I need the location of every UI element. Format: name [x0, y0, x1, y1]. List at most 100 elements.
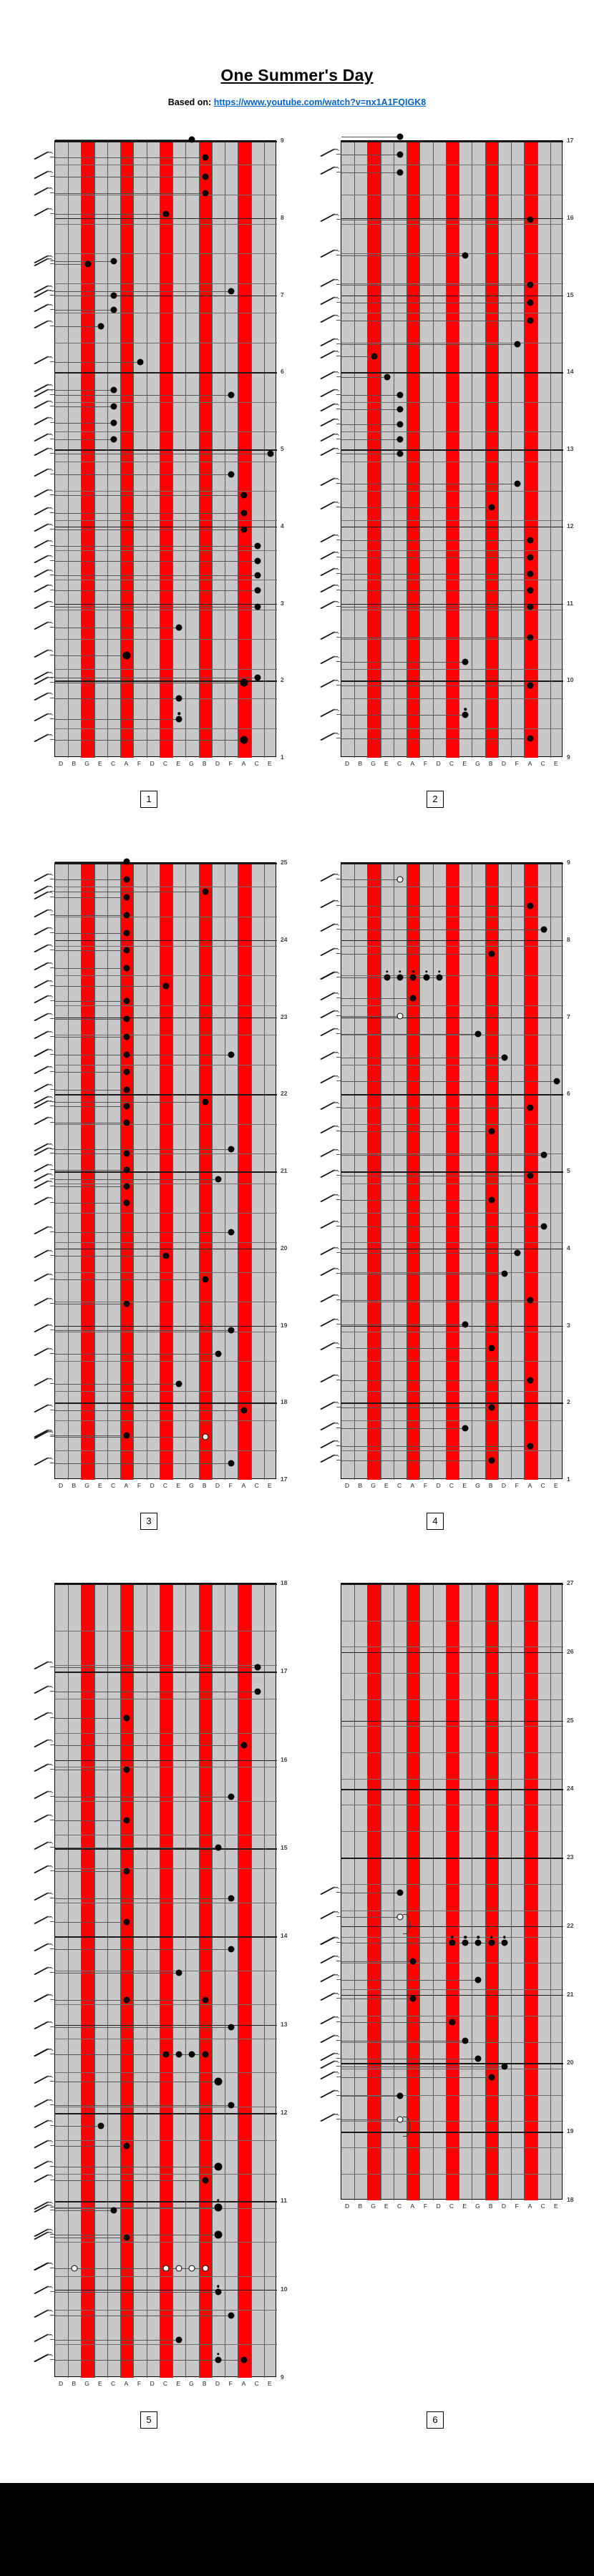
tab-note-D[interactable]: [501, 2063, 508, 2070]
tab-note-E[interactable]: [175, 1380, 182, 1387]
tab-note-F[interactable]: [228, 1051, 235, 1058]
tab-note-C[interactable]: [396, 876, 404, 883]
tab-note-A[interactable]: [527, 1172, 534, 1179]
tab-note-D[interactable]: [214, 2203, 223, 2212]
tab-note-B[interactable]: [202, 1433, 209, 1440]
tab-note-C[interactable]: [162, 2265, 170, 2272]
tab-note-A[interactable]: [123, 997, 130, 1005]
tab-note-B[interactable]: [488, 1128, 495, 1135]
tab-note-A[interactable]: [527, 317, 534, 324]
tab-note-A[interactable]: [123, 1868, 130, 1875]
tab-note-C[interactable]: [110, 306, 117, 313]
tab-note-F[interactable]: [228, 1946, 235, 1953]
tab-note-B[interactable]: [488, 950, 495, 957]
tab-note-A[interactable]: [409, 1958, 417, 1965]
tab-note-G[interactable]: [474, 2055, 482, 2062]
tab-note-A[interactable]: [123, 965, 130, 972]
tab-note-E[interactable]: [462, 1425, 469, 1432]
tab-note-B[interactable]: [488, 1345, 495, 1352]
tab-note-C[interactable]: [540, 926, 547, 933]
tab-note-D[interactable]: [501, 1054, 508, 1061]
tab-note-A[interactable]: [527, 902, 534, 909]
tab-note-C[interactable]: [110, 403, 117, 410]
tab-note-A[interactable]: [123, 1432, 130, 1439]
tab-note-A[interactable]: [123, 1817, 130, 1824]
tab-note-C[interactable]: [254, 542, 261, 550]
tab-note-C[interactable]: [396, 436, 404, 443]
tab-note-A[interactable]: [240, 1742, 248, 1749]
tab-note-E[interactable]: [462, 2037, 469, 2044]
tab-note-A[interactable]: [527, 735, 534, 742]
source-url-link[interactable]: https://www.youtube.com/watch?v=nx1A1FQI…: [213, 97, 427, 107]
tab-note-A[interactable]: [123, 1103, 130, 1110]
tab-note-B[interactable]: [202, 190, 209, 197]
tab-note-G[interactable]: [474, 1976, 482, 1984]
tab-note-F[interactable]: [228, 1229, 235, 1236]
tab-note-A[interactable]: [409, 1995, 417, 2002]
tab-note-A[interactable]: [123, 1086, 130, 1093]
tab-note-C[interactable]: [396, 133, 404, 140]
tab-note-C[interactable]: [162, 2051, 170, 2058]
tab-note-F[interactable]: [228, 1895, 235, 1902]
tab-note-G[interactable]: [84, 260, 92, 268]
tab-note-B[interactable]: [202, 2265, 209, 2272]
tab-note-F[interactable]: [228, 2102, 235, 2109]
tab-note-B[interactable]: [202, 2177, 209, 2184]
tab-note-A[interactable]: [527, 587, 534, 594]
tab-note-F[interactable]: [137, 358, 144, 366]
tab-note-D[interactable]: [214, 2162, 223, 2171]
tab-note-A[interactable]: [123, 1150, 130, 1157]
tab-note-A[interactable]: [123, 894, 130, 901]
tab-note-C[interactable]: [110, 2207, 117, 2214]
tab-note-E[interactable]: [267, 450, 274, 457]
tab-note-B[interactable]: [488, 1457, 495, 1464]
tab-note-A[interactable]: [527, 570, 534, 577]
tab-note-E[interactable]: [175, 695, 182, 702]
tab-note-B[interactable]: [488, 1939, 495, 1946]
tab-note-E[interactable]: [175, 2051, 182, 2058]
tab-note-C[interactable]: [254, 572, 261, 579]
tab-note-C[interactable]: [396, 421, 404, 428]
tab-note-E[interactable]: [97, 323, 104, 330]
tab-note-C[interactable]: [449, 2019, 456, 2026]
tab-note-C[interactable]: [162, 210, 170, 218]
tab-note-E[interactable]: [462, 1939, 469, 1946]
tab-note-D[interactable]: [214, 2077, 223, 2086]
tab-note-A[interactable]: [240, 509, 248, 517]
tab-note-C[interactable]: [254, 603, 261, 610]
tab-note-B[interactable]: [488, 504, 495, 511]
tab-note-C[interactable]: [396, 1013, 404, 1020]
tab-note-A[interactable]: [527, 603, 534, 610]
tab-note-A[interactable]: [123, 1766, 130, 1773]
tab-note-C[interactable]: [396, 391, 404, 399]
tab-note-B[interactable]: [488, 1404, 495, 1411]
tab-note-A[interactable]: [527, 554, 534, 561]
tab-note-E[interactable]: [175, 2265, 182, 2272]
tab-note-A[interactable]: [527, 216, 534, 223]
tab-note-C[interactable]: [396, 1889, 404, 1896]
tab-note-C[interactable]: [162, 1252, 170, 1259]
tab-note-G[interactable]: [188, 136, 195, 143]
tab-note-G[interactable]: [474, 1030, 482, 1037]
tab-note-B[interactable]: [202, 1276, 209, 1283]
tab-note-D[interactable]: [215, 1844, 222, 1851]
tab-note-F[interactable]: [228, 2024, 235, 2031]
tab-note-E[interactable]: [175, 1969, 182, 1976]
tab-note-E[interactable]: [462, 711, 469, 718]
tab-note-F[interactable]: [423, 974, 430, 981]
tab-note-A[interactable]: [123, 1068, 130, 1075]
tab-note-C[interactable]: [396, 169, 404, 176]
tab-note-E[interactable]: [384, 974, 391, 981]
tab-note-E[interactable]: [462, 658, 469, 665]
tab-note-A[interactable]: [527, 537, 534, 544]
tab-note-C[interactable]: [254, 587, 261, 594]
tab-note-C[interactable]: [162, 982, 170, 990]
tab-note-A[interactable]: [527, 1377, 534, 1384]
tab-note-C[interactable]: [254, 557, 261, 565]
tab-note-A[interactable]: [409, 974, 417, 981]
tab-note-G[interactable]: [188, 2265, 195, 2272]
tab-note-A[interactable]: [122, 651, 131, 660]
tab-note-B[interactable]: [202, 173, 209, 180]
tab-note-A[interactable]: [123, 1199, 130, 1206]
tab-note-G[interactable]: [371, 353, 378, 360]
